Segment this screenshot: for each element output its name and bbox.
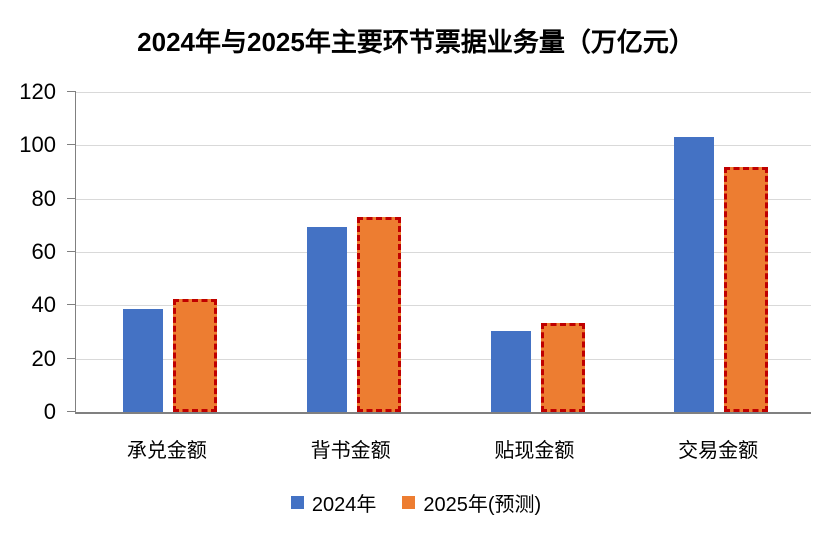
gridline — [76, 358, 811, 360]
bar-2025-forecast — [173, 298, 217, 412]
x-axis-category-label: 交易金额 — [678, 440, 759, 462]
y-axis-tick-label: 40 — [31, 292, 56, 318]
y-axis-tick-label: 60 — [31, 239, 56, 264]
y-axis-tick-label: 80 — [31, 185, 56, 211]
y-axis-tick — [67, 251, 76, 252]
bar-2025-forecast — [540, 322, 585, 412]
gridline — [76, 145, 811, 147]
y-axis-labels: 0 20 40 60 80 100 120 — [0, 79, 56, 424]
legend-swatch-2024 — [290, 496, 304, 509]
chart-title: 2024年与2025年主要环节票据业务量（万亿元） — [137, 27, 695, 57]
bar-2024 — [490, 330, 531, 412]
y-axis-tick-label: 100 — [19, 132, 56, 158]
x-axis-category-label: 背书金额 — [310, 440, 391, 462]
gridline — [76, 92, 811, 93]
bar-2025-forecast — [356, 217, 401, 412]
bar-group — [76, 92, 260, 412]
x-axis-category-label: 贴现金额 — [494, 440, 575, 462]
legend: 2024年 2025年(预测) — [0, 488, 832, 517]
gridline — [76, 252, 811, 253]
bar-2024 — [306, 226, 347, 412]
y-axis-tick — [67, 197, 76, 199]
y-axis-tick-label: 0 — [43, 399, 56, 424]
bar-group — [260, 92, 444, 412]
plot-area — [67, 91, 811, 414]
y-axis-tick — [67, 304, 76, 306]
gridline — [76, 198, 811, 200]
legend-label: 2024年 — [311, 494, 377, 516]
y-axis-tick — [67, 357, 76, 359]
legend-swatch-2025 — [402, 496, 416, 509]
legend-label: 2025年(预测) — [423, 494, 542, 516]
legend-item: 2024年 — [290, 488, 377, 517]
legend-item: 2025年(预测) — [402, 488, 541, 517]
gridline — [76, 305, 811, 307]
bar-group — [627, 92, 811, 412]
x-axis-category-label: 承兑金额 — [126, 440, 207, 462]
bar-2024 — [123, 309, 163, 412]
bar-group — [444, 92, 628, 412]
x-axis-labels: 承兑金额 背书金额 贴现金额 交易金额 — [75, 434, 810, 462]
y-axis-tick-label: 120 — [19, 79, 56, 104]
y-axis-tick — [67, 91, 76, 92]
y-axis-tick — [67, 411, 76, 412]
bar-2024 — [674, 137, 715, 412]
bar-2025-forecast — [724, 166, 769, 412]
y-axis-tick — [67, 144, 76, 146]
y-axis-tick-label: 20 — [31, 345, 56, 371]
